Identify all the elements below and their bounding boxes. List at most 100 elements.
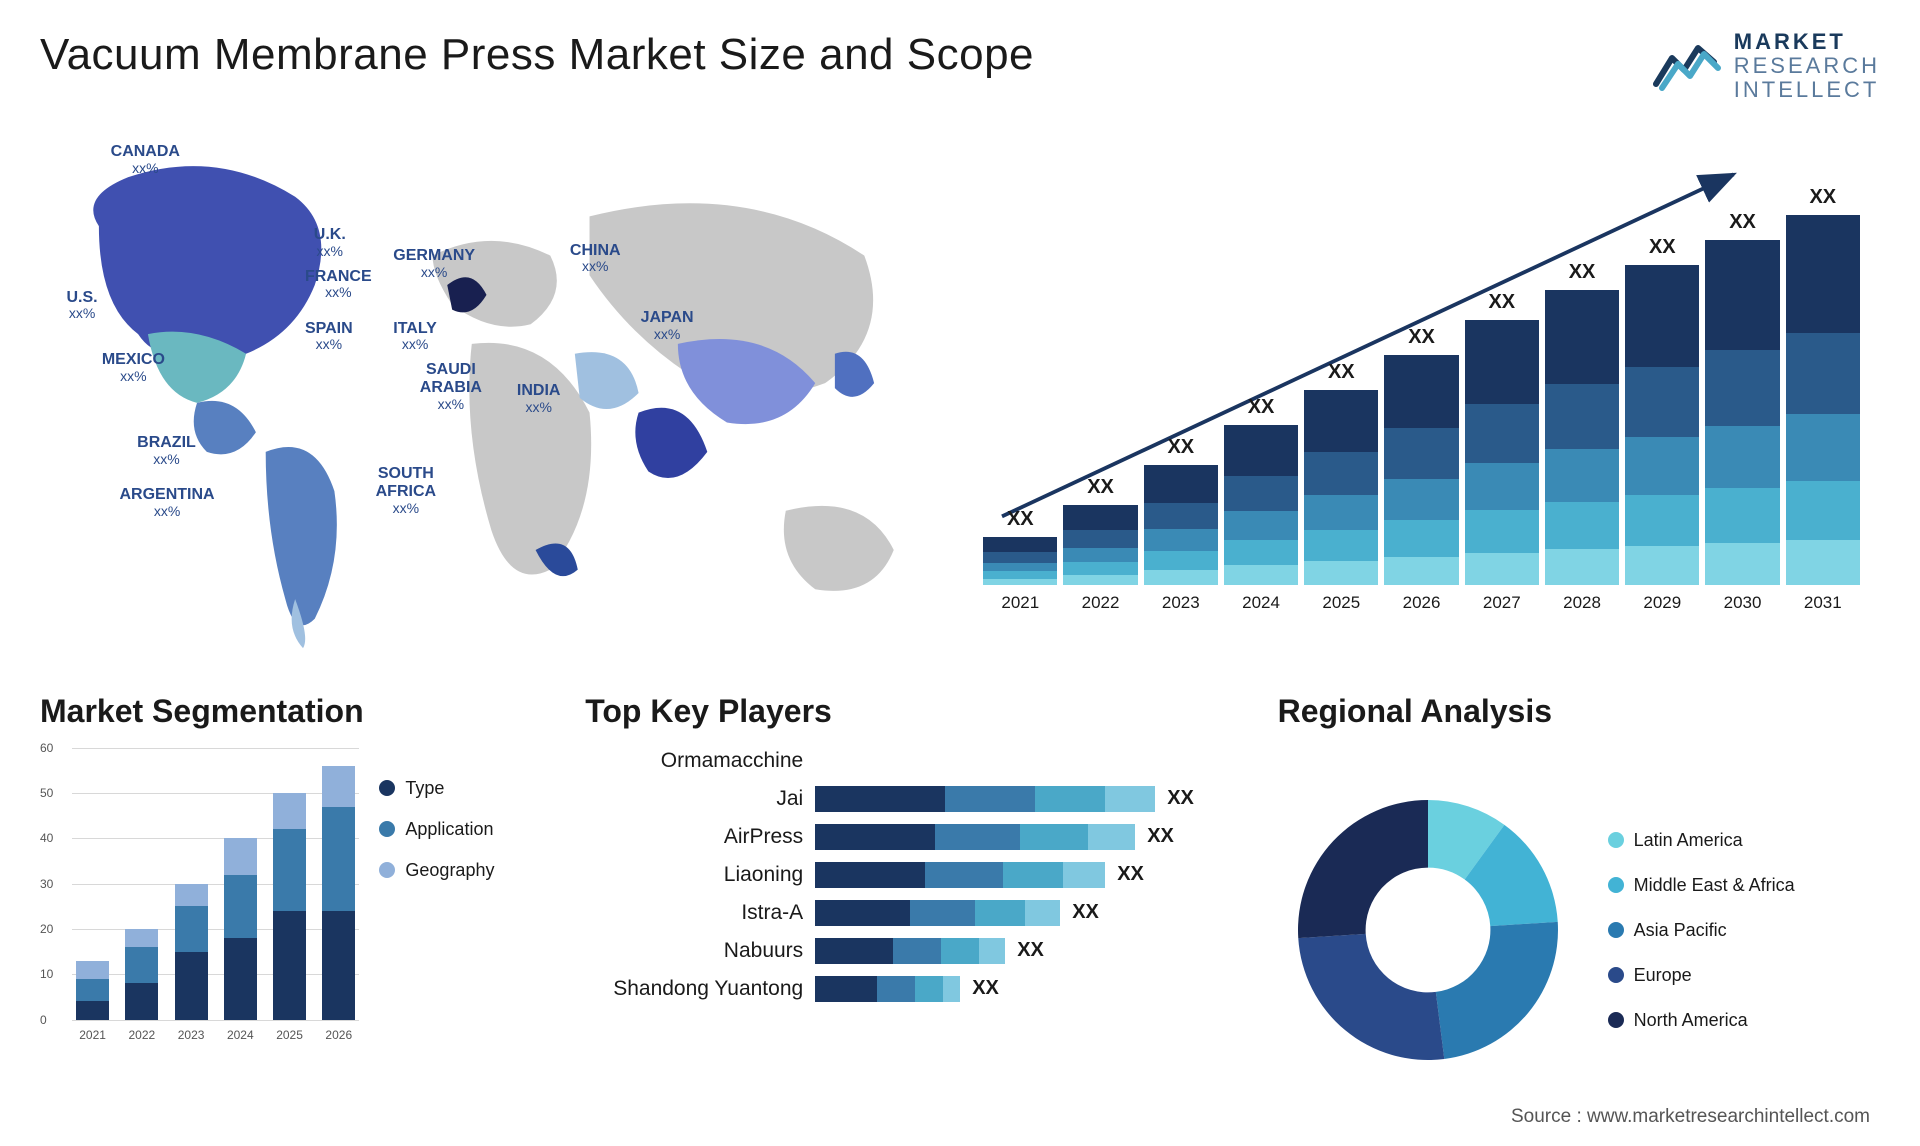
player-row-nabuurs: Nabuurs XX xyxy=(585,938,1237,964)
growth-stack xyxy=(1786,215,1860,585)
segmentation-legend: Type Application Geography xyxy=(379,748,555,1113)
map-label-japan: JAPANxx% xyxy=(641,309,694,342)
player-row-liaoning: Liaoning XX xyxy=(585,862,1237,888)
map-label-south-africa: SOUTHAFRICAxx% xyxy=(376,465,436,516)
player-row-jai: Jai XX xyxy=(585,786,1237,812)
growth-year-label: 2024 xyxy=(1242,593,1280,613)
map-label-brazil: BRAZILxx% xyxy=(137,434,196,467)
brand-logo: MARKET RESEARCH INTELLECT xyxy=(1652,30,1880,103)
growth-value-label: XX xyxy=(1649,236,1676,259)
map-label-spain: SPAINxx% xyxy=(305,320,353,353)
regional-title: Regional Analysis xyxy=(1278,693,1880,730)
region-legend-middle-east-africa: Middle East & Africa xyxy=(1608,875,1880,896)
segmentation-title: Market Segmentation xyxy=(40,693,555,730)
map-label-u-s-: U.S.xx% xyxy=(66,289,97,322)
growth-stack xyxy=(1465,320,1539,585)
region-legend-europe: Europe xyxy=(1608,965,1880,986)
growth-value-label: XX xyxy=(1167,436,1194,459)
player-row-ormamacchine: Ormamacchine xyxy=(585,748,1237,774)
map-label-u-k-: U.K.xx% xyxy=(314,226,346,259)
growth-value-label: XX xyxy=(1569,261,1596,284)
growth-bar-2022: XX2022 xyxy=(1063,476,1137,613)
growth-bar-2029: XX2029 xyxy=(1625,236,1699,613)
seg-bar-2023: 2023 xyxy=(170,884,211,1020)
regional-donut xyxy=(1278,780,1578,1080)
growth-value-label: XX xyxy=(1328,361,1355,384)
region-legend-latin-america: Latin America xyxy=(1608,830,1880,851)
map-label-italy: ITALYxx% xyxy=(393,320,437,353)
growth-bar-2024: XX 2024 xyxy=(1224,396,1298,613)
growth-year-label: 2023 xyxy=(1162,593,1200,613)
player-value: XX xyxy=(1072,901,1099,924)
growth-bar-2028: XX 2028 xyxy=(1545,261,1619,613)
player-value: XX xyxy=(1117,863,1144,886)
player-name: Liaoning xyxy=(585,863,815,887)
logo-line2: RESEARCH xyxy=(1734,54,1880,78)
player-row-airpress: AirPress XX xyxy=(585,824,1237,850)
growth-bar-2023: XX 2023 xyxy=(1144,436,1218,613)
regional-legend: Latin America Middle East & Africa Asia Pa… xyxy=(1608,830,1880,1031)
growth-bar-2026: XX 2026 xyxy=(1384,326,1458,613)
growth-value-label: XX xyxy=(1248,396,1275,419)
seg-legend-type: Type xyxy=(379,778,555,799)
growth-bar-2031: XX 2031 xyxy=(1786,186,1860,613)
map-label-india: INDIAxx% xyxy=(517,382,561,415)
growth-stack xyxy=(1625,265,1699,585)
segmentation-panel: Market Segmentation 01020304050602021202… xyxy=(40,693,555,1113)
player-value: XX xyxy=(1017,939,1044,962)
donut-slice-asia-pacific xyxy=(1435,922,1557,1059)
map-label-canada: CANADAxx% xyxy=(111,143,180,176)
map-label-mexico: MEXICOxx% xyxy=(102,351,165,384)
player-name: AirPress xyxy=(585,825,815,849)
seg-bar-2025: 2025 xyxy=(269,793,310,1020)
map-label-germany: GERMANYxx% xyxy=(393,247,475,280)
player-value: XX xyxy=(1167,787,1194,810)
growth-year-label: 2031 xyxy=(1804,593,1842,613)
growth-year-label: 2026 xyxy=(1403,593,1441,613)
growth-value-label: XX xyxy=(1408,326,1435,349)
seg-legend-geography: Geography xyxy=(379,860,555,881)
donut-slice-europe xyxy=(1298,934,1444,1060)
player-name: Jai xyxy=(585,787,815,811)
players-panel: Top Key Players OrmamacchineJaiXXAirPres… xyxy=(585,693,1247,1113)
seg-bar-2021: 2021 xyxy=(72,961,113,1020)
growth-stack xyxy=(1063,505,1137,585)
growth-year-label: 2022 xyxy=(1082,593,1120,613)
player-name: Nabuurs xyxy=(585,939,815,963)
growth-year-label: 2025 xyxy=(1322,593,1360,613)
growth-bar-2021: XX2021 xyxy=(983,508,1057,613)
growth-value-label: XX xyxy=(1729,211,1756,234)
seg-legend-application: Application xyxy=(379,819,555,840)
growth-value-label: XX xyxy=(1488,291,1515,314)
growth-stack xyxy=(1705,240,1779,585)
logo-line3: INTELLECT xyxy=(1734,78,1880,102)
source-text: Source : www.marketresearchintellect.com xyxy=(1511,1106,1870,1128)
growth-value-label: XX xyxy=(1809,186,1836,209)
player-row-shandong-yuantong: Shandong Yuantong XX xyxy=(585,976,1237,1002)
growth-value-label: XX xyxy=(1007,508,1034,531)
growth-stack xyxy=(1304,390,1378,585)
seg-bar-2026: 2026 xyxy=(318,766,359,1020)
players-title: Top Key Players xyxy=(585,693,1247,730)
players-list: OrmamacchineJaiXXAirPressXXLiaoningXXIst… xyxy=(585,748,1247,1002)
map-label-china: CHINAxx% xyxy=(570,242,621,275)
player-row-istra-a: Istra-A XX xyxy=(585,900,1237,926)
map-label-france: FRANCExx% xyxy=(305,268,372,301)
player-value: XX xyxy=(1147,825,1174,848)
region-legend-asia-pacific: Asia Pacific xyxy=(1608,920,1880,941)
player-name: Istra-A xyxy=(585,901,815,925)
player-value: XX xyxy=(972,977,999,1000)
page-title: Vacuum Membrane Press Market Size and Sc… xyxy=(40,30,1034,80)
seg-bar-2022: 2022 xyxy=(121,929,162,1020)
player-name: Shandong Yuantong xyxy=(585,977,815,1001)
growth-stack xyxy=(1545,290,1619,585)
donut-slice-north-america xyxy=(1298,800,1428,938)
logo-mark-icon xyxy=(1652,40,1722,92)
growth-chart-panel: XX2021XX2022XX2023XX2024XX2025XX2026XX20… xyxy=(963,133,1880,653)
seg-bar-2024: 2024 xyxy=(220,838,261,1019)
growth-stack xyxy=(1144,465,1218,585)
map-label-argentina: ARGENTINAxx% xyxy=(119,486,214,519)
growth-bar-2027: XX2027 xyxy=(1465,291,1539,613)
growth-stack xyxy=(1224,425,1298,585)
growth-year-label: 2028 xyxy=(1563,593,1601,613)
